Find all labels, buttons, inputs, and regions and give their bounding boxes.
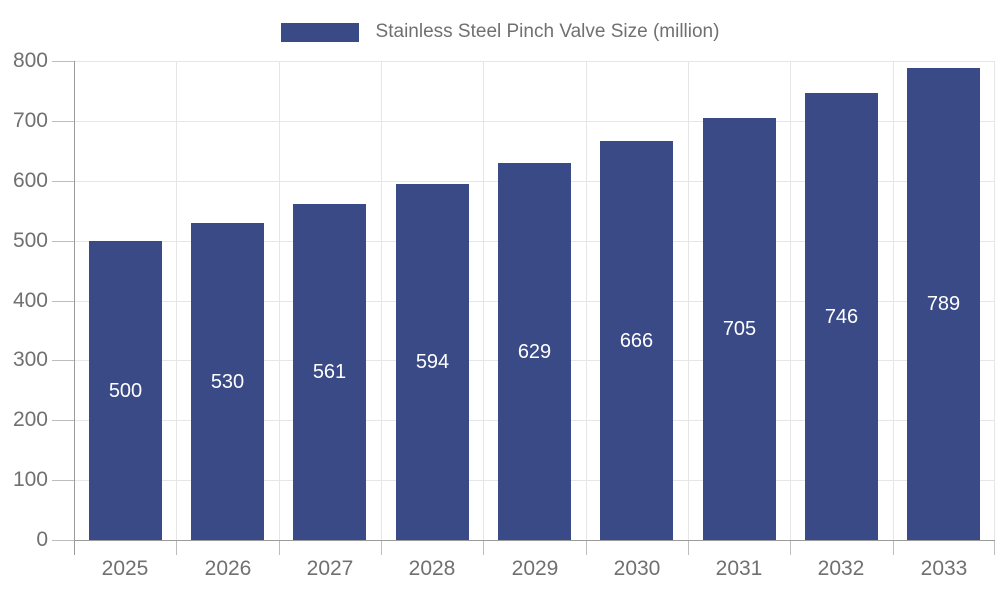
v-gridline [279, 61, 280, 540]
y-tick-label: 100 [12, 468, 48, 491]
x-axis-line [74, 540, 995, 541]
x-tick-label: 2029 [511, 557, 559, 580]
y-tick [52, 241, 74, 242]
plot-area: 0 100 200 300 400 500 600 700 800 500 530 561 594 629… [13, 49, 995, 580]
v-gridline [893, 61, 894, 540]
bar-value-label: 629 [517, 341, 552, 363]
v-gridline [994, 61, 995, 540]
v-gridline [176, 61, 177, 540]
bar-2028[interactable] [396, 184, 469, 540]
y-tick-label: 500 [12, 229, 48, 252]
x-tick-label: 2030 [613, 557, 661, 580]
v-gridline [688, 61, 689, 540]
x-tick [893, 540, 894, 555]
y-tick [52, 121, 74, 122]
x-tick [483, 540, 484, 555]
h-gridline [74, 61, 995, 62]
x-tick [994, 540, 995, 555]
y-tick [52, 540, 74, 541]
bar-2027[interactable] [293, 204, 366, 540]
y-tick [52, 360, 74, 361]
legend-label: Stainless Steel Pinch Valve Size (millio… [375, 21, 720, 42]
v-gridline [381, 61, 382, 540]
bar-value-label: 666 [619, 330, 654, 352]
bar-2031[interactable] [703, 118, 776, 540]
bar-value-label: 530 [210, 371, 245, 393]
bar-value-label: 746 [824, 306, 859, 328]
x-tick [381, 540, 382, 555]
y-tick-label: 700 [12, 109, 48, 132]
legend[interactable]: Stainless Steel Pinch Valve Size (millio… [0, 14, 1000, 50]
y-axis-line [74, 61, 75, 555]
x-tick-label: 2032 [817, 557, 865, 580]
bar-2029[interactable] [498, 163, 571, 540]
y-tick-label: 200 [12, 408, 48, 431]
x-tick [586, 540, 587, 555]
y-tick [52, 420, 74, 421]
y-tick-label: 800 [12, 49, 48, 72]
v-gridline [586, 61, 587, 540]
y-tick-label: 300 [12, 348, 48, 371]
y-tick-label: 0 [36, 528, 48, 551]
bar-2032[interactable] [805, 93, 878, 540]
y-tick-label: 400 [12, 289, 48, 312]
bar-2026[interactable] [191, 223, 264, 540]
x-tick-label: 2025 [101, 557, 149, 580]
bar-value-label: 594 [415, 351, 450, 373]
x-tick-label: 2031 [715, 557, 763, 580]
h-gridline [74, 121, 995, 122]
y-tick [52, 301, 74, 302]
x-tick-label: 2028 [408, 557, 456, 580]
bar-value-label: 789 [926, 293, 961, 315]
bar-value-label: 705 [722, 318, 757, 340]
x-tick [688, 540, 689, 555]
bar-value-label: 500 [108, 380, 143, 402]
x-tick-label: 2033 [920, 557, 968, 580]
x-tick [176, 540, 177, 555]
y-tick [52, 61, 74, 62]
bar-value-label: 561 [312, 361, 347, 383]
bar-2033[interactable] [907, 68, 980, 540]
x-tick [279, 540, 280, 555]
x-tick-label: 2027 [306, 557, 354, 580]
legend-swatch [280, 22, 359, 42]
bar-2030[interactable] [600, 141, 673, 540]
y-tick [52, 181, 74, 182]
v-gridline [790, 61, 791, 540]
y-tick [52, 480, 74, 481]
v-gridline [483, 61, 484, 540]
y-tick-label: 600 [12, 169, 48, 192]
x-tick [790, 540, 791, 555]
x-tick-label: 2026 [204, 557, 252, 580]
bar-2025[interactable] [89, 241, 162, 540]
